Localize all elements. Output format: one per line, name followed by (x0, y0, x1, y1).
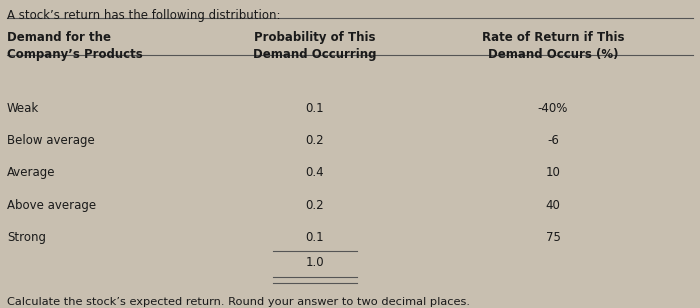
Text: 0.4: 0.4 (306, 166, 324, 179)
Text: 10: 10 (545, 166, 561, 179)
Text: Average: Average (7, 166, 55, 179)
Text: Demand for the
Company’s Products: Demand for the Company’s Products (7, 31, 143, 61)
Text: Weak: Weak (7, 102, 39, 115)
Text: Below average: Below average (7, 134, 94, 147)
Text: Above average: Above average (7, 199, 96, 212)
Text: 0.1: 0.1 (306, 231, 324, 244)
Text: 75: 75 (545, 231, 561, 244)
Text: Probability of This
Demand Occurring: Probability of This Demand Occurring (253, 31, 377, 61)
Text: 0.2: 0.2 (306, 134, 324, 147)
Text: Calculate the stock’s expected return. Round your answer to two decimal places.: Calculate the stock’s expected return. R… (7, 297, 470, 307)
Text: Rate of Return if This
Demand Occurs (%): Rate of Return if This Demand Occurs (%) (482, 31, 624, 61)
Text: 0.1: 0.1 (306, 102, 324, 115)
Text: 1.0: 1.0 (306, 256, 324, 269)
Text: -6: -6 (547, 134, 559, 147)
Text: -40%: -40% (538, 102, 568, 115)
Text: A stock’s return has the following distribution:: A stock’s return has the following distr… (7, 9, 281, 22)
Text: 0.2: 0.2 (306, 199, 324, 212)
Text: Strong: Strong (7, 231, 46, 244)
Text: 40: 40 (545, 199, 561, 212)
